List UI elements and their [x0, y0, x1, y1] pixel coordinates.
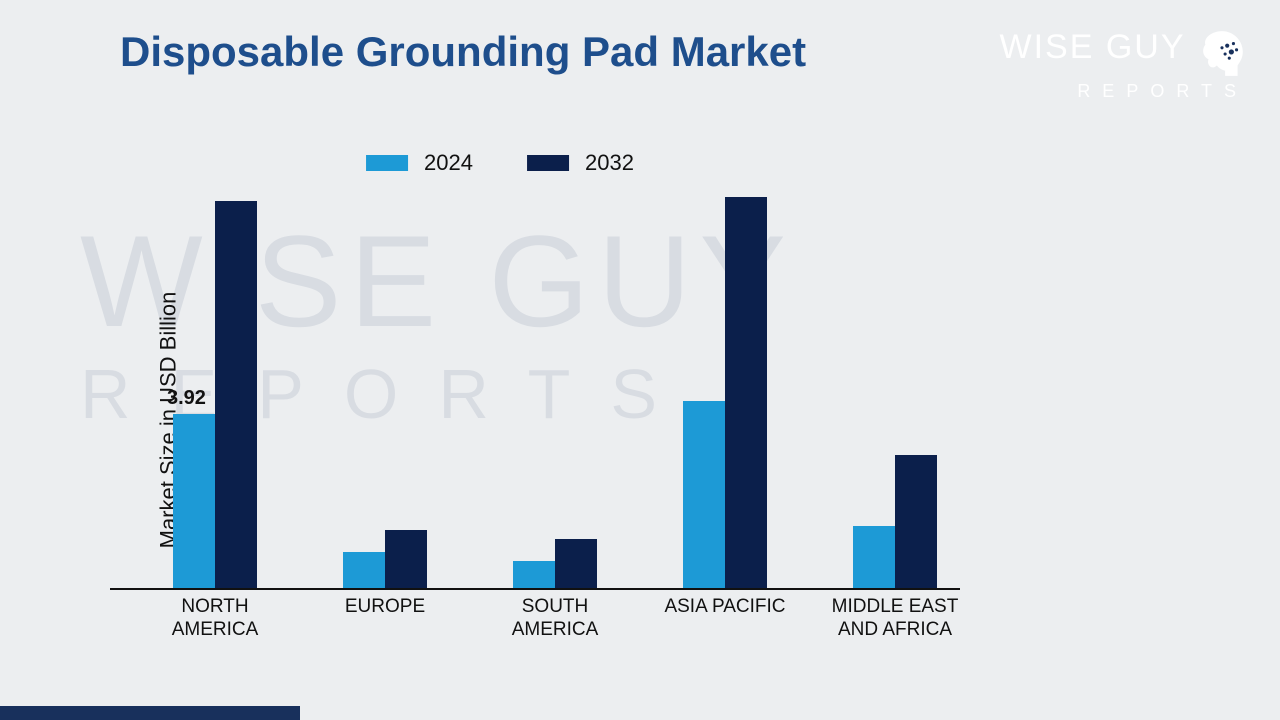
bottom-accent-strip [0, 706, 300, 720]
bar-group: MIDDLE EAST AND AFRICA [820, 455, 970, 588]
plot-region: 3.92NORTH AMERICA EUROPE SOUTH AMERICA ASIA… [110, 190, 960, 590]
bar-2032 [895, 455, 937, 588]
bar-2032 [725, 197, 767, 588]
page-root: WISE GUY REPORTS Disposable Grounding Pa… [0, 0, 1280, 720]
chart-title: Disposable Grounding Pad Market [120, 28, 806, 76]
legend-label-2024: 2024 [424, 150, 473, 176]
bar-2024 [853, 526, 895, 588]
bar-2032 [215, 201, 257, 588]
bar-2024 [173, 414, 215, 588]
bar-value-label: 3.92 [167, 387, 206, 410]
brand-logo: WISE GUY REPORTS [1000, 28, 1248, 100]
head-icon [1196, 28, 1248, 80]
legend-label-2032: 2032 [585, 150, 634, 176]
legend-item-2032: 2032 [527, 150, 634, 176]
bar-group: EUROPE [310, 530, 460, 588]
bar-2032 [385, 530, 427, 588]
brand-line1: WISE GUY [1000, 28, 1186, 66]
x-category-label: ASIA PACIFIC [660, 596, 790, 619]
x-category-label: NORTH AMERICA [150, 596, 280, 642]
brand-line2: REPORTS [1000, 82, 1248, 100]
bar-group: ASIA PACIFIC [650, 197, 800, 588]
bar-2024 [513, 561, 555, 588]
chart-area: Market Size in USD Billion 2024 2032 3.9… [40, 150, 960, 690]
x-category-label: EUROPE [320, 596, 450, 619]
x-category-label: SOUTH AMERICA [490, 596, 620, 642]
bar-group: 3.92NORTH AMERICA [140, 201, 290, 588]
legend-swatch-2032 [527, 155, 569, 171]
bar-group: SOUTH AMERICA [480, 539, 630, 588]
right-brand-panel: WISE GUY REPORTS [960, 0, 1280, 720]
x-category-label: MIDDLE EAST AND AFRICA [830, 596, 960, 642]
bar-2024 [343, 552, 385, 588]
legend-item-2024: 2024 [366, 150, 473, 176]
bar-2032 [555, 539, 597, 588]
bar-2024 [683, 401, 725, 588]
legend-swatch-2024 [366, 155, 408, 171]
chart-legend: 2024 2032 [366, 150, 634, 176]
